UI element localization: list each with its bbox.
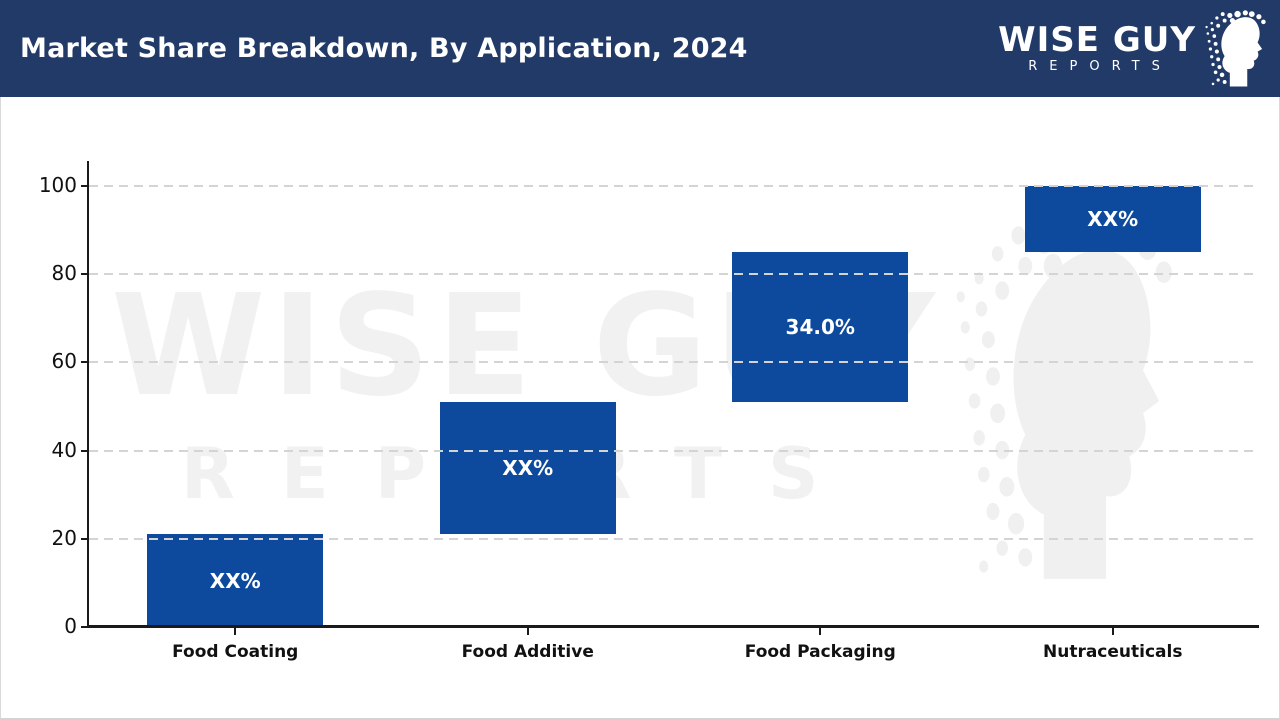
gridline-60 xyxy=(89,361,1259,364)
gridline-40 xyxy=(89,449,1259,452)
bar-value-label: XX% xyxy=(502,456,554,481)
y-tick-mark-80 xyxy=(81,273,89,276)
brand-logo-text: WISE GUY REPORTS xyxy=(998,19,1196,75)
x-tick-mark-1 xyxy=(234,627,237,635)
x-tick-mark-2 xyxy=(526,627,529,635)
y-tick-label-40: 40 xyxy=(51,437,77,462)
y-tick-mark-0 xyxy=(81,626,89,628)
brand-name: WISE GUY xyxy=(998,19,1196,60)
watermark-head-icon xyxy=(956,217,1172,579)
y-tick-label-0: 0 xyxy=(64,614,77,638)
y-tick-label-60: 60 xyxy=(51,349,77,374)
bar-nutraceuticals: XX% xyxy=(1024,186,1201,253)
y-tick-mark-60 xyxy=(81,361,89,364)
x-category-label: Food Packaging xyxy=(744,642,896,662)
header: Market Share Breakdown, By Application, … xyxy=(0,0,1280,97)
y-tick-label-100: 100 xyxy=(38,173,77,197)
brand-subtitle: REPORTS xyxy=(1028,59,1172,75)
y-tick-mark-100 xyxy=(81,185,89,187)
gridline-80 xyxy=(89,273,1259,276)
x-category-label: Food Coating xyxy=(172,642,299,662)
bar-value-label: XX% xyxy=(209,568,261,593)
y-tick-mark-20 xyxy=(81,537,89,540)
x-tick-mark-4 xyxy=(1111,627,1114,635)
bar-food-additive: XX% xyxy=(439,402,616,535)
x-category-label: Nutraceuticals xyxy=(1043,642,1183,662)
chart-title: Market Share Breakdown, By Application, … xyxy=(20,33,748,64)
x-category-label: Food Additive xyxy=(461,642,594,662)
bar-value-label: XX% xyxy=(1087,207,1139,232)
bar-value-label: 34.0% xyxy=(785,315,855,340)
brand-logo: WISE GUY REPORTS xyxy=(998,9,1266,89)
bar-food-packaging: 34.0% xyxy=(732,252,909,403)
gridline-20 xyxy=(89,537,1259,540)
y-tick-mark-40 xyxy=(81,449,89,452)
y-axis-line xyxy=(87,161,89,627)
wiseguy-head-icon xyxy=(1205,9,1266,86)
gridline-100 xyxy=(89,185,1259,187)
x-tick-mark-3 xyxy=(819,627,822,635)
y-tick-label-80: 80 xyxy=(51,261,77,286)
y-tick-label-20: 20 xyxy=(51,525,77,550)
bar-food-coating: XX% xyxy=(147,534,324,627)
x-axis-line xyxy=(87,625,1259,628)
